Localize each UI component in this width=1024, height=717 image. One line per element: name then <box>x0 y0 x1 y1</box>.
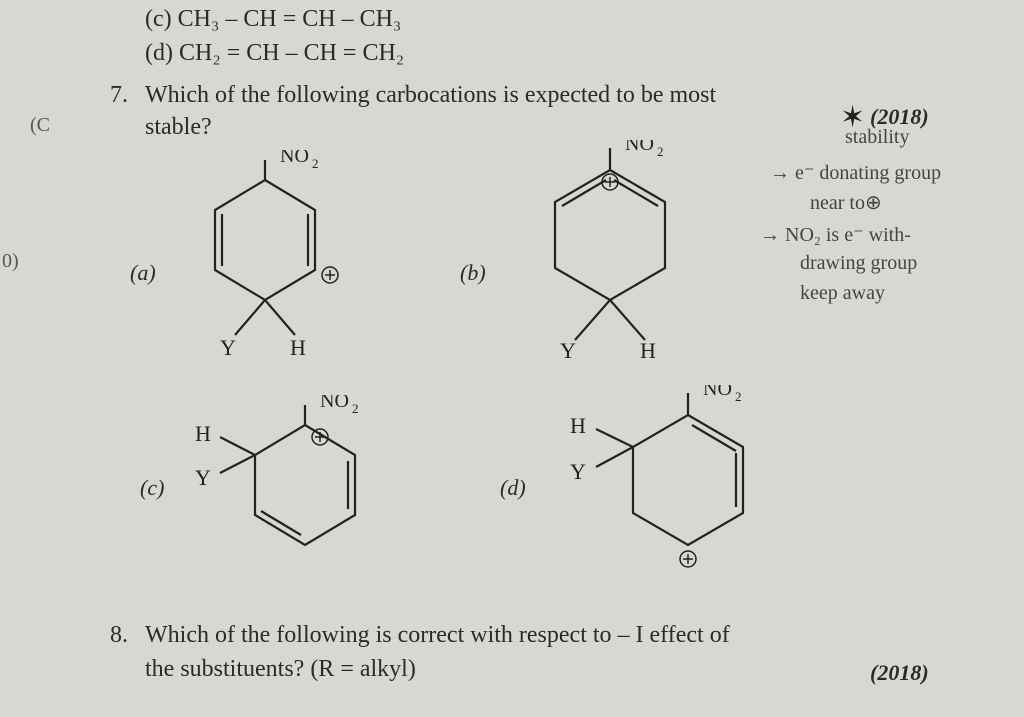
svg-text:NO: NO <box>703 385 732 400</box>
annot-keep: keep away <box>800 282 885 305</box>
margin-mark-0: 0) <box>2 250 19 273</box>
svg-text:NO: NO <box>280 150 309 167</box>
structure-b: NO2 Y H <box>510 140 710 365</box>
q7-opt-b: (b) <box>460 260 486 286</box>
q8-number: 8. <box>110 622 128 649</box>
svg-text:2: 2 <box>657 144 664 159</box>
q7-opt-a: (a) <box>130 260 156 286</box>
opt-c-letter: (c) <box>145 6 172 32</box>
q7-text: Which of the following carbocations is e… <box>145 82 865 109</box>
option-c-label: (c) CH₃ – CH = CH – CH₃ <box>145 6 401 33</box>
opt-d-formula: CH₂ = CH – CH = CH₂ <box>179 40 404 66</box>
svg-text:H: H <box>195 421 211 446</box>
svg-text:Y: Y <box>570 459 586 484</box>
annot-drawing: drawing group <box>800 252 917 275</box>
svg-text:NO: NO <box>320 395 349 412</box>
margin-mark-c: (C <box>30 114 50 137</box>
opt-d-letter: (d) <box>145 40 173 66</box>
annot-no2: → NO₂ is e⁻ with- <box>760 222 911 247</box>
svg-text:H: H <box>640 338 656 360</box>
structure-a: NO2 Y H <box>180 150 350 365</box>
svg-text:Y: Y <box>560 338 576 360</box>
q8-text1: Which of the following is correct with r… <box>145 622 905 649</box>
annot-donating: → e⁻ donating group <box>770 160 941 185</box>
q7-number: 7. <box>110 82 128 109</box>
svg-text:2: 2 <box>735 389 742 404</box>
svg-text:H: H <box>290 335 306 360</box>
q7-text2: stable? <box>145 114 212 141</box>
q7-opt-c: (c) <box>140 475 164 501</box>
option-d-label: (d) CH₂ = CH – CH = CH₂ <box>145 40 404 67</box>
structure-c: NO2 H Y <box>185 395 395 600</box>
structure-d: NO2 H Y <box>548 385 778 610</box>
svg-text:NO: NO <box>625 140 654 155</box>
opt-c-formula: CH₃ – CH = CH – CH₃ <box>178 6 402 32</box>
svg-text:Y: Y <box>220 335 236 360</box>
q7-opt-d: (d) <box>500 475 526 501</box>
q8-text2: the substituents? (R = alkyl) <box>145 656 416 683</box>
svg-text:Y: Y <box>195 465 211 490</box>
annot-near: near to⊕ <box>810 190 882 215</box>
q8-year: (2018) <box>870 660 929 686</box>
svg-text:H: H <box>570 413 586 438</box>
svg-text:2: 2 <box>312 156 319 171</box>
annot-stability: stability <box>845 126 909 149</box>
svg-text:2: 2 <box>352 401 359 416</box>
